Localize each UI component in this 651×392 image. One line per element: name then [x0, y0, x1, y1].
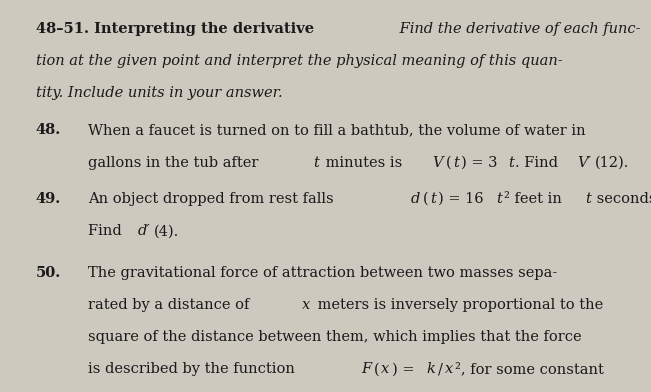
Text: rated by a distance of: rated by a distance of: [88, 298, 254, 312]
Text: ) = 16: ) = 16: [437, 192, 483, 206]
Text: When a faucet is turned on to fill a bathtub, the volume of water in: When a faucet is turned on to fill a bat…: [88, 123, 585, 138]
Text: (: (: [423, 192, 428, 206]
Text: square of the distance between them, which implies that the force: square of the distance between them, whi…: [88, 330, 581, 344]
Text: x: x: [302, 298, 311, 312]
Text: ² feet in: ² feet in: [504, 192, 566, 206]
Text: seconds.: seconds.: [592, 192, 651, 206]
Text: t: t: [508, 156, 514, 170]
Text: d: d: [411, 192, 420, 206]
Text: ², for some constant: ², for some constant: [455, 362, 609, 376]
Text: (: (: [446, 156, 451, 170]
Text: (: (: [374, 362, 380, 376]
Text: 48–51. Interpreting the derivative: 48–51. Interpreting the derivative: [36, 22, 314, 36]
Text: V′: V′: [577, 156, 590, 170]
Text: t: t: [585, 192, 590, 206]
Text: V: V: [432, 156, 443, 170]
Text: tion at the given point and interpret the physical meaning of this quan-: tion at the given point and interpret th…: [36, 54, 562, 68]
Text: k: k: [427, 362, 436, 376]
Text: (12).: (12).: [595, 156, 630, 170]
Text: t: t: [430, 192, 436, 206]
Text: meters is inversely proportional to the: meters is inversely proportional to the: [312, 298, 603, 312]
Text: Find the derivative of each func-: Find the derivative of each func-: [395, 22, 641, 36]
Text: ) = 3: ) = 3: [461, 156, 497, 170]
Text: 50.: 50.: [36, 266, 61, 280]
Text: d′: d′: [137, 224, 150, 238]
Text: (4).: (4).: [154, 224, 179, 238]
Text: is described by the function: is described by the function: [88, 362, 299, 376]
Text: An object dropped from rest falls: An object dropped from rest falls: [88, 192, 338, 206]
Text: F: F: [361, 362, 371, 376]
Text: 48.: 48.: [36, 123, 61, 138]
Text: tity. Include units in your answer.: tity. Include units in your answer.: [36, 86, 283, 100]
Text: x: x: [445, 362, 452, 376]
Text: . Find: . Find: [516, 156, 563, 170]
Text: 49.: 49.: [36, 192, 61, 206]
Text: t: t: [453, 156, 459, 170]
Text: /: /: [438, 362, 443, 376]
Text: ) =: ) =: [392, 362, 419, 376]
Text: minutes is: minutes is: [322, 156, 407, 170]
Text: t: t: [314, 156, 320, 170]
Text: t: t: [497, 192, 503, 206]
Text: gallons in the tub after: gallons in the tub after: [88, 156, 263, 170]
Text: x: x: [381, 362, 389, 376]
Text: The gravitational force of attraction between two masses sepa-: The gravitational force of attraction be…: [88, 266, 557, 280]
Text: Find: Find: [88, 224, 126, 238]
